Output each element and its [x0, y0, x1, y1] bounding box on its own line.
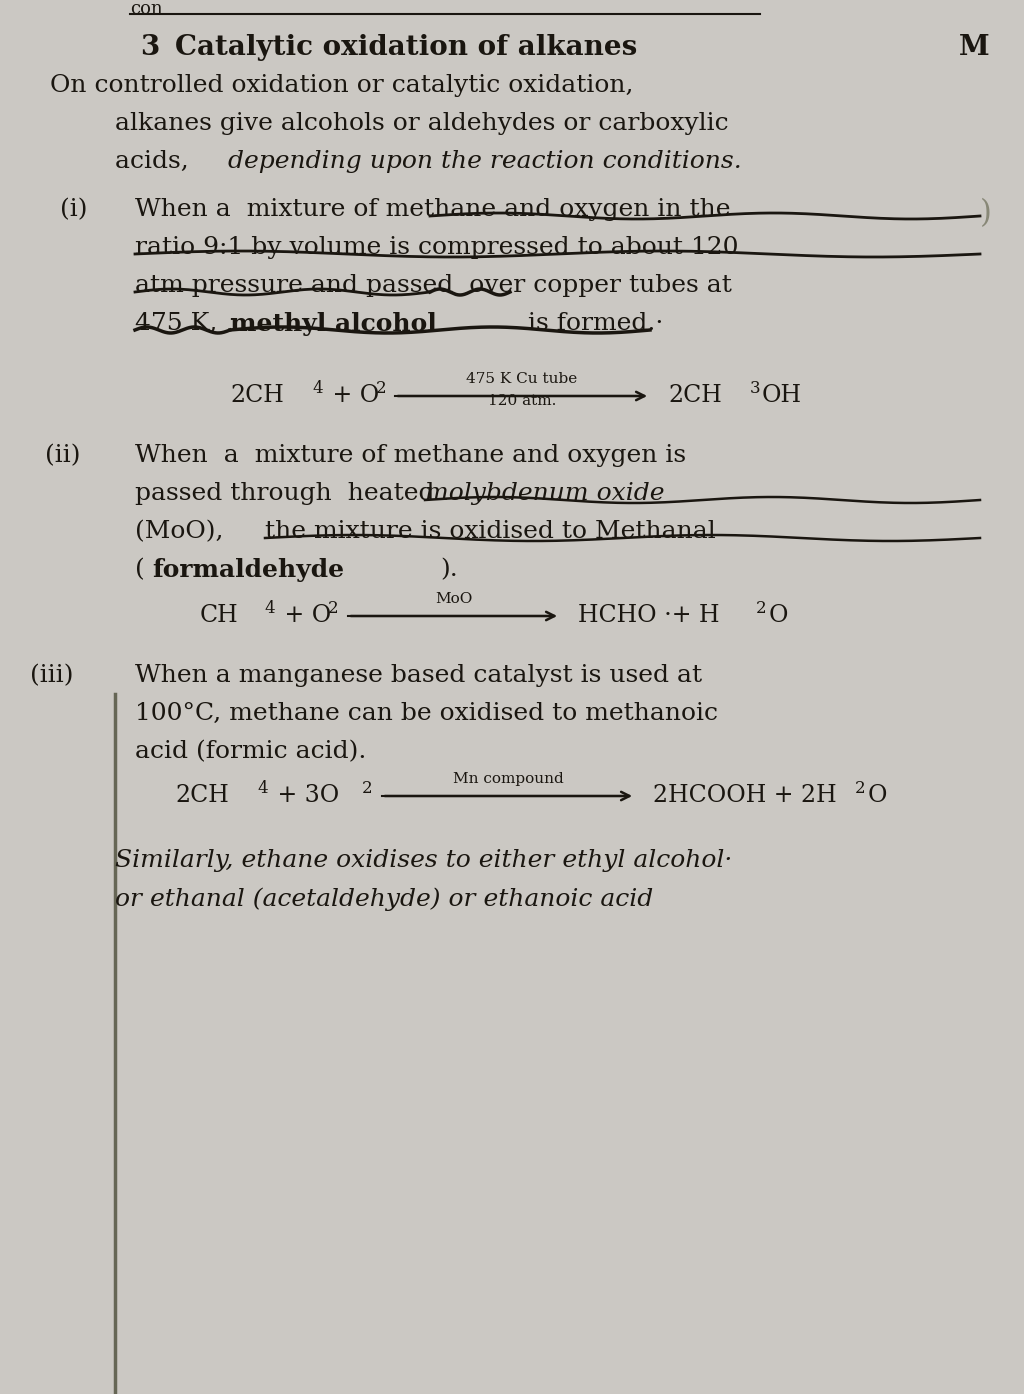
Text: When a  mixture of methane and oxygen in the: When a mixture of methane and oxygen in …: [135, 198, 730, 222]
Text: 4: 4: [264, 599, 274, 618]
Text: 475 K,: 475 K,: [135, 312, 225, 335]
Text: molybdenum oxide: molybdenum oxide: [425, 482, 665, 505]
Text: passed through  heated: passed through heated: [135, 482, 442, 505]
Text: (iii): (iii): [30, 664, 74, 687]
Text: ).: ).: [440, 558, 458, 581]
Text: atm pressure and passed  over copper tubes at: atm pressure and passed over copper tube…: [135, 275, 732, 297]
Text: alkanes give alcohols or aldehydes or carboxylic: alkanes give alcohols or aldehydes or ca…: [115, 112, 729, 135]
Text: 4: 4: [312, 381, 323, 397]
Text: the mixture is oxidised to Methanal: the mixture is oxidised to Methanal: [265, 520, 716, 544]
Text: formaldehyde: formaldehyde: [152, 558, 344, 583]
Text: O: O: [868, 783, 888, 807]
Text: Catalytic oxidation of alkanes: Catalytic oxidation of alkanes: [175, 33, 637, 61]
Text: CH: CH: [200, 604, 239, 627]
Text: 2CH: 2CH: [175, 783, 228, 807]
Text: (: (: [135, 558, 144, 581]
Text: ratio 9:1 by volume is compressed to about 120: ratio 9:1 by volume is compressed to abo…: [135, 236, 738, 259]
Text: + 3O: + 3O: [270, 783, 339, 807]
Text: 100°C, methane can be oxidised to methanoic: 100°C, methane can be oxidised to methan…: [135, 703, 718, 725]
Text: ): ): [980, 198, 992, 229]
Text: 475 K Cu tube: 475 K Cu tube: [466, 372, 578, 386]
Text: 2: 2: [362, 781, 373, 797]
Text: O: O: [769, 604, 788, 627]
Text: 3: 3: [140, 33, 160, 61]
Text: or ethanal (acetaldehyde) or ethanoic acid: or ethanal (acetaldehyde) or ethanoic ac…: [115, 887, 653, 910]
Text: 120 atm.: 120 atm.: [487, 395, 556, 408]
Text: HCHO ·+ H: HCHO ·+ H: [578, 604, 720, 627]
Text: (i): (i): [60, 198, 87, 222]
Text: depending upon the reaction conditions.: depending upon the reaction conditions.: [228, 151, 741, 173]
Text: MoO: MoO: [435, 592, 473, 606]
Text: 2HCOOH + 2H: 2HCOOH + 2H: [653, 783, 837, 807]
Text: 2: 2: [855, 781, 865, 797]
Text: + O: + O: [325, 383, 379, 407]
Text: is formed.·: is formed.·: [520, 312, 664, 335]
Text: On controlled oxidation or catalytic oxidation,: On controlled oxidation or catalytic oxi…: [50, 74, 634, 98]
Text: OH: OH: [762, 383, 802, 407]
Text: 4: 4: [257, 781, 267, 797]
Text: M: M: [959, 33, 990, 61]
Text: con: con: [130, 0, 163, 18]
Text: 3: 3: [750, 381, 761, 397]
Text: Mn compound: Mn compound: [453, 772, 563, 786]
Text: methyl alcohol: methyl alcohol: [230, 312, 437, 336]
Text: (ii): (ii): [45, 445, 81, 467]
Text: 2CH: 2CH: [230, 383, 284, 407]
Text: Similarly, ethane oxidises to either ethyl alcohol·: Similarly, ethane oxidises to either eth…: [115, 849, 732, 873]
Text: (MoO),: (MoO),: [135, 520, 231, 544]
Text: + O: + O: [278, 604, 331, 627]
Text: 2: 2: [756, 599, 767, 618]
Text: When  a  mixture of methane and oxygen is: When a mixture of methane and oxygen is: [135, 445, 686, 467]
Text: 2: 2: [376, 381, 387, 397]
Text: acids,: acids,: [115, 151, 197, 173]
Text: When a manganese based catalyst is used at: When a manganese based catalyst is used …: [135, 664, 702, 687]
Text: 2CH: 2CH: [668, 383, 722, 407]
Text: 2: 2: [328, 599, 339, 618]
Text: acid (formic acid).: acid (formic acid).: [135, 740, 367, 763]
